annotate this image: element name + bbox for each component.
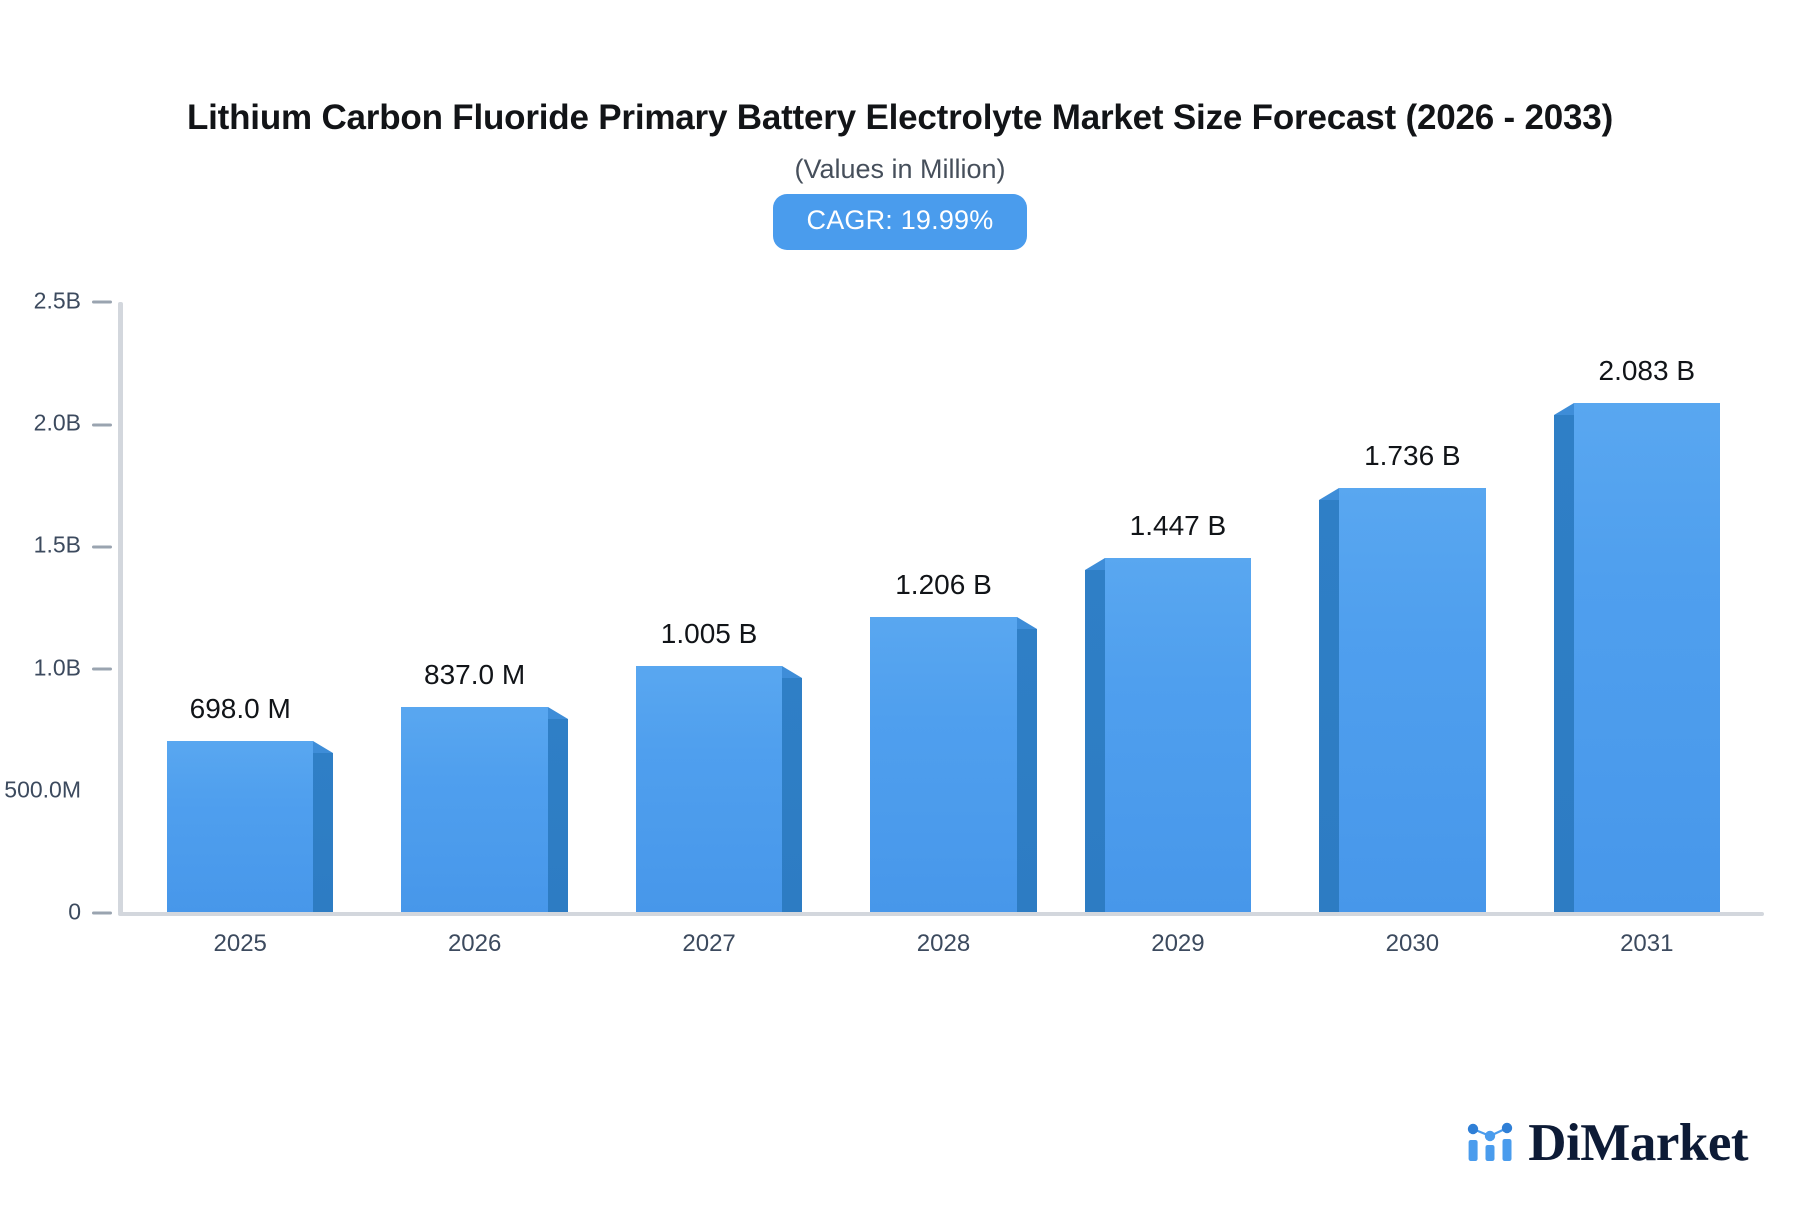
x-tick-label-2028: 2028: [916, 930, 971, 957]
bar-2026[interactable]: 837.0 M: [401, 295, 568, 914]
cagr-badge: CAGR: 19.99%: [772, 194, 1028, 251]
x-tick-label-2031: 2031: [1620, 930, 1674, 957]
y-tick-label: 0: [68, 898, 81, 925]
bar-front-face: [1104, 558, 1252, 912]
y-tick-500.0M: 500.0M: [0, 776, 112, 803]
y-tick-2.5B: 2.5B: [0, 288, 112, 315]
bar-column: 1.447 B: [1084, 295, 1252, 914]
x-tick-label-2030: 2030: [1385, 930, 1440, 957]
bar-front-face: [870, 617, 1017, 912]
bar-value-label: 2.083 B: [1598, 354, 1696, 386]
y-tick-label: 2.0B: [33, 409, 81, 436]
bar-body: 1.005 B: [635, 618, 803, 912]
bar-2028[interactable]: 1.206 B: [870, 295, 1037, 914]
bar-column: 1.005 B: [635, 295, 803, 914]
bar-top-bevel: [1016, 617, 1037, 630]
bar-2027[interactable]: 1.005 B: [635, 295, 803, 914]
bar-side-face: [782, 678, 803, 912]
bar-top-bevel: [1319, 487, 1340, 500]
bar-value-label: 1.736 B: [1364, 439, 1461, 471]
y-axis-line: [118, 302, 123, 914]
bar-body: 698.0 M: [166, 693, 334, 912]
y-tick-dash-icon: [92, 423, 112, 427]
cagr-badge-container: CAGR: 19.99%: [0, 194, 1800, 251]
bar-top-bevel: [1553, 402, 1574, 415]
bar-2025[interactable]: 698.0 M: [166, 295, 334, 914]
bar-body: 1.736 B: [1319, 440, 1486, 912]
y-tick-2.0B: 2.0B: [0, 410, 112, 437]
chart-title: Lithium Carbon Fluoride Primary Battery …: [186, 98, 1614, 137]
x-axis-ticks: 2025 2026 2027 2028 2029 2030 2031: [123, 930, 1764, 970]
y-tick-dash-icon: [92, 667, 112, 671]
bar-front-face: [401, 707, 548, 912]
bar-side-face: [313, 753, 334, 912]
x-tick-label-2026: 2026: [447, 930, 502, 957]
logo-wordmark: DiMarket: [1528, 1114, 1748, 1172]
bar-side-face: [547, 719, 568, 912]
bar-2030[interactable]: 1.736 B: [1319, 295, 1486, 914]
bars-layer: 698.0 M 837.0 M 1.005 B 1.206 B 1.447 B 1.736…: [123, 295, 1764, 914]
bar-side-face: [1016, 629, 1037, 912]
x-tick-label-2027: 2027: [682, 930, 736, 957]
bar-side-face: [1553, 414, 1574, 912]
bar-2031[interactable]: 2.083 B: [1553, 295, 1721, 914]
bar-top-bevel: [782, 666, 803, 679]
plot-area: 0 500.0M 1.0B 1.5B 2.0B 2.5B 698.0 M 837.0 M 1.…: [0, 288, 1800, 925]
y-tick-dash-icon: [92, 300, 112, 304]
y-tick-label: 1.0B: [33, 654, 81, 681]
y-tick-0: 0: [0, 899, 112, 926]
chart-subtitle: (Values in Million): [794, 153, 1006, 184]
y-tick-label: 2.5B: [33, 287, 81, 314]
dimarket-logo: DiMarket: [1466, 1117, 1748, 1170]
bar-column: 698.0 M: [166, 295, 334, 914]
bar-value-label: 1.206 B: [895, 569, 992, 601]
y-tick-label: 500.0M: [4, 776, 81, 803]
x-axis-line: [118, 912, 1764, 916]
bar-front-face: [1573, 402, 1721, 912]
x-tick-label-2025: 2025: [213, 930, 267, 957]
bar-column: 1.736 B: [1319, 295, 1486, 914]
bar-body: 1.447 B: [1084, 510, 1252, 912]
y-tick-1.0B: 1.0B: [0, 654, 112, 681]
bar-front-face: [166, 741, 314, 912]
bar-front-face: [635, 666, 783, 912]
bar-front-face: [1339, 487, 1486, 912]
x-tick-label-2029: 2029: [1151, 930, 1205, 957]
bar-column: 1.206 B: [870, 295, 1037, 914]
bar-column: 837.0 M: [401, 295, 568, 914]
y-tick-dash-icon: [92, 545, 112, 549]
bar-2029[interactable]: 1.447 B: [1084, 295, 1252, 914]
bar-value-label: 1.005 B: [660, 618, 758, 650]
chart-header: Lithium Carbon Fluoride Primary Battery …: [0, 96, 1800, 251]
bar-column: 2.083 B: [1553, 295, 1721, 914]
bar-top-bevel: [1084, 558, 1105, 571]
bar-body: 1.206 B: [870, 569, 1037, 912]
y-tick-label: 1.5B: [33, 531, 81, 558]
bar-value-label: 1.447 B: [1129, 510, 1227, 542]
bar-value-label: 837.0 M: [424, 659, 526, 691]
y-tick-1.5B: 1.5B: [0, 532, 112, 559]
bar-chart-icon: [1468, 1122, 1513, 1161]
bar-top-bevel: [547, 707, 568, 720]
bar-side-face: [1319, 499, 1340, 912]
y-tick-dash-icon: [92, 911, 112, 915]
bar-side-face: [1084, 570, 1105, 912]
bar-body: 2.083 B: [1553, 355, 1721, 912]
bar-top-bevel: [313, 741, 334, 754]
bar-body: 837.0 M: [401, 659, 568, 912]
bar-value-label: 698.0 M: [189, 693, 291, 725]
